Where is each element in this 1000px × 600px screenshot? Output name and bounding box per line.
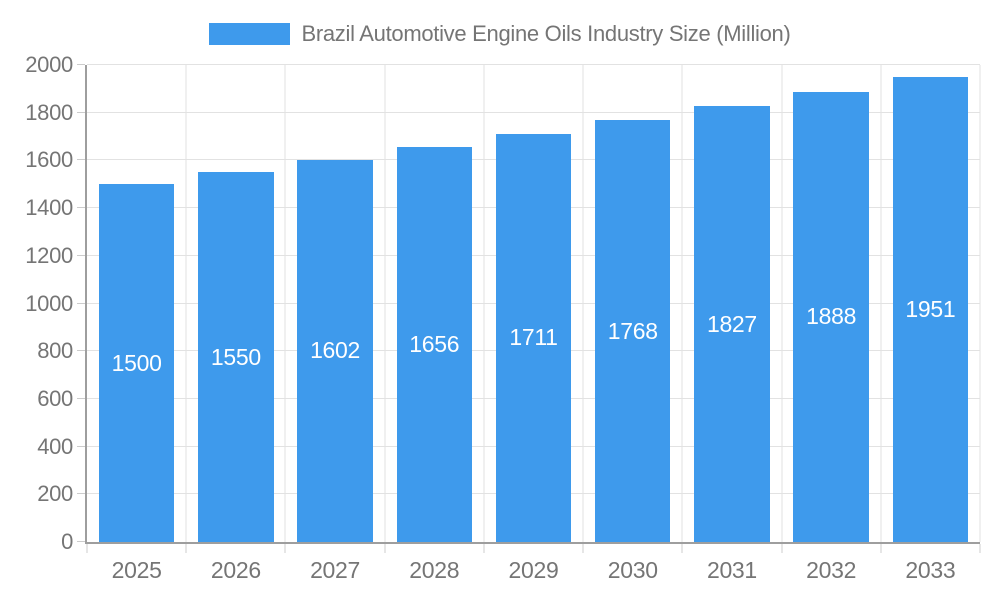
x-axis-label: 2032 (806, 557, 857, 583)
y-tick-mark (77, 207, 85, 209)
y-axis-label: 1400 (25, 195, 73, 221)
bar-value-label: 1951 (905, 295, 956, 322)
bar-value-label: 1827 (706, 310, 757, 337)
y-axis-label: 1000 (25, 290, 73, 316)
bar[interactable]: 1602 (297, 159, 373, 542)
x-gridline (284, 65, 286, 542)
x-axis-label: 2025 (111, 557, 162, 583)
bar-value-label: 1711 (509, 324, 558, 351)
x-axis-label: 2033 (905, 557, 956, 583)
x-gridline (880, 65, 882, 542)
bar-value-label: 1768 (607, 317, 658, 344)
x-tick-mark (86, 544, 88, 553)
bar-value-label: 1602 (310, 337, 361, 364)
x-tick-mark (880, 544, 882, 553)
x-tick-mark (483, 544, 485, 553)
x-gridline (681, 65, 683, 542)
y-gridline (87, 111, 980, 113)
x-axis-line (85, 542, 980, 544)
y-tick-mark (77, 445, 85, 447)
bar-value-label: 1500 (111, 349, 162, 376)
x-gridline (483, 65, 485, 542)
bar[interactable]: 1951 (892, 76, 969, 542)
y-tick-mark (77, 302, 85, 304)
bar[interactable]: 1500 (98, 184, 175, 542)
x-axis-label: 2027 (310, 557, 361, 583)
x-gridline (185, 65, 187, 542)
y-axis-line (85, 65, 87, 542)
x-tick-mark (284, 544, 286, 553)
bar-value-label: 1656 (409, 331, 460, 358)
y-tick-mark (77, 493, 85, 495)
y-axis-label: 2000 (25, 52, 73, 77)
y-axis-label: 800 (37, 338, 73, 364)
bar[interactable]: 1711 (495, 133, 572, 542)
x-axis-label: 2026 (210, 557, 261, 583)
bar[interactable]: 1550 (198, 172, 274, 542)
x-tick-mark (781, 544, 783, 553)
y-axis-label: 600 (37, 385, 73, 411)
y-tick-mark (77, 350, 85, 352)
legend-swatch-icon (209, 23, 291, 45)
y-tick-mark (77, 254, 85, 256)
y-axis-label: 200 (37, 481, 73, 507)
bar[interactable]: 1768 (595, 120, 671, 542)
plot-area: 0 200 400 600 800 1000 1200 1400 1600 1800 2000 150… (25, 54, 981, 582)
x-tick-mark (979, 544, 981, 553)
y-axis-label: 400 (37, 433, 73, 459)
bar[interactable]: 1888 (793, 91, 869, 542)
x-axis-label: 2030 (607, 557, 658, 583)
bar[interactable]: 1827 (694, 106, 770, 542)
x-tick-mark (185, 544, 187, 553)
x-axis-label: 2028 (409, 557, 460, 583)
chart-legend[interactable]: Brazil Automotive Engine Oils Industry S… (0, 21, 1000, 47)
y-axis-label: 0 (61, 529, 73, 554)
x-gridline (979, 65, 981, 542)
x-tick-mark (681, 544, 683, 553)
y-tick-mark (77, 541, 85, 542)
y-tick-mark (77, 397, 85, 399)
bar-value-label: 1550 (210, 343, 261, 370)
x-gridline (384, 65, 386, 542)
x-axis-label: 2029 (508, 557, 559, 583)
x-gridline (582, 65, 584, 542)
y-gridline (87, 64, 980, 65)
x-tick-mark (384, 544, 386, 553)
y-axis-label: 1800 (25, 99, 73, 125)
x-tick-mark (582, 544, 584, 553)
legend-label: Brazil Automotive Engine Oils Industry S… (301, 21, 791, 46)
y-tick-mark (77, 159, 85, 161)
bar-value-label: 1888 (806, 303, 857, 330)
x-axis-label: 2031 (706, 557, 757, 583)
y-axis-label: 1600 (25, 147, 73, 173)
x-gridline (781, 65, 783, 542)
y-tick-mark (77, 111, 85, 113)
y-axis-label: 1200 (25, 242, 73, 268)
bar[interactable]: 1656 (396, 147, 472, 542)
y-tick-mark (77, 64, 85, 65)
